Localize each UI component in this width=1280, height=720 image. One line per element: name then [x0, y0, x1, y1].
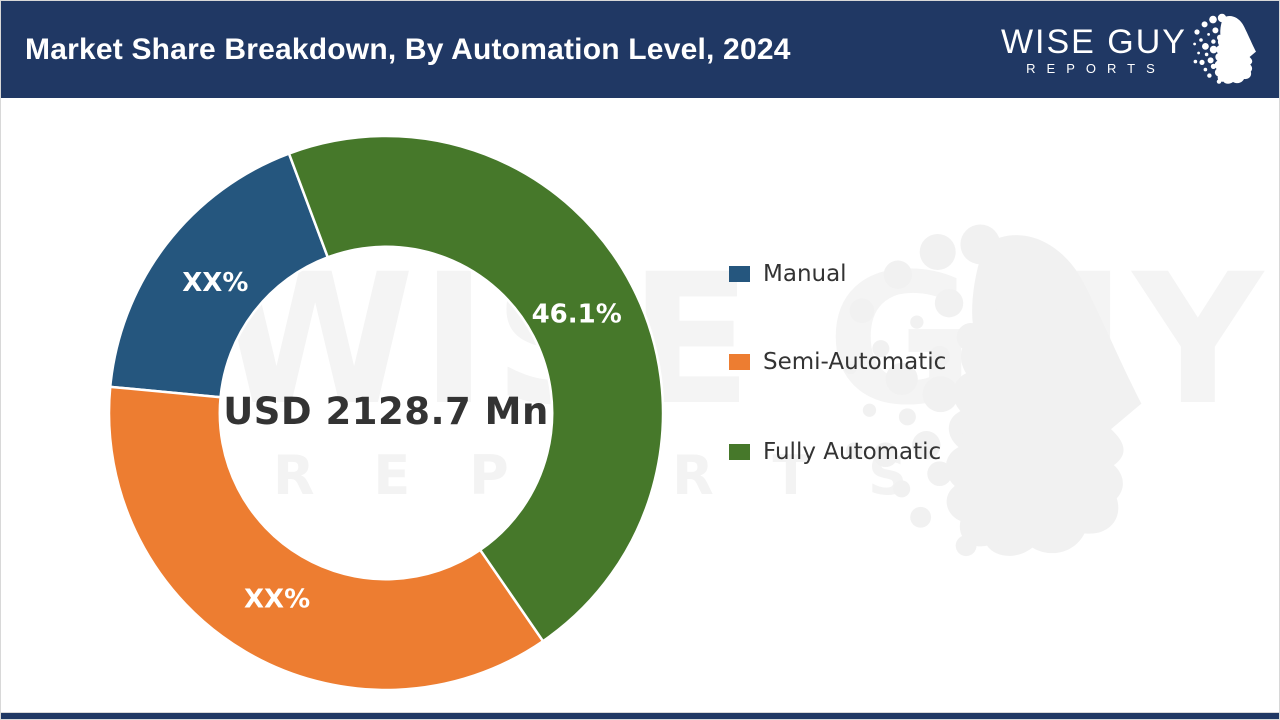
legend-item-manual: Manual [729, 259, 847, 289]
logo-name: WISE GUY [1000, 22, 1187, 61]
legend-item-semi-automatic: Semi-Automatic [729, 347, 946, 377]
legend-swatch-manual [729, 266, 750, 282]
wise-guy-logo: WISE GUY REPORTS [1001, 12, 1261, 88]
legend-label-manual: Manual [763, 260, 847, 287]
chart-center-value: USD 2128.7 Mn [223, 390, 549, 433]
legend-label-semi-automatic: Semi-Automatic [763, 348, 947, 375]
page-title: Market Share Breakdown, By Automation Le… [25, 32, 791, 66]
legend-swatch-fully-automatic [729, 444, 750, 460]
logo-face-icon [1193, 13, 1256, 84]
legend-item-fully-automatic: Fully Automatic [729, 437, 941, 467]
slice-label-semi-automatic: XX% [244, 584, 310, 614]
footer-bar [1, 712, 1279, 719]
logo-wordmark: WISE GUY REPORTS [1001, 25, 1187, 75]
watermark-face-icon [843, 224, 1142, 557]
legend-swatch-semi-automatic [729, 354, 750, 370]
legend-label-fully-automatic: Fully Automatic [763, 438, 942, 465]
header: Market Share Breakdown, By Automation Le… [1, 1, 1279, 98]
logo-subtitle: REPORTS [1026, 60, 1166, 76]
